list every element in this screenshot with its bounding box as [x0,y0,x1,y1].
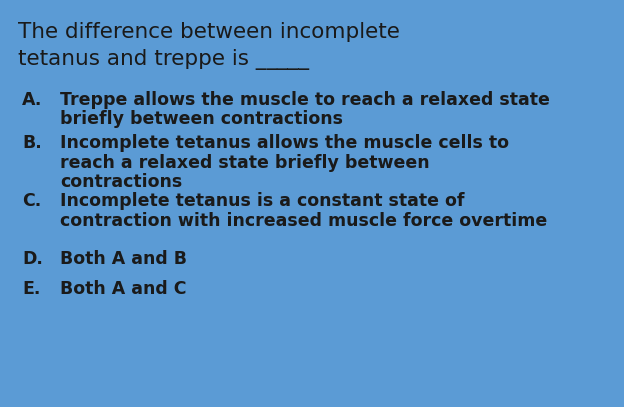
Text: Both A and C: Both A and C [60,280,187,298]
Text: D.: D. [22,250,43,268]
Text: E.: E. [22,280,41,298]
Text: Both A and B: Both A and B [60,250,187,268]
Text: B.: B. [22,134,42,152]
Text: Treppe allows the muscle to reach a relaxed state: Treppe allows the muscle to reach a rela… [60,91,550,109]
Text: contractions: contractions [60,173,182,191]
Text: reach a relaxed state briefly between: reach a relaxed state briefly between [60,153,430,171]
Text: Incomplete tetanus is a constant state of: Incomplete tetanus is a constant state o… [60,192,464,210]
Text: The difference between incomplete: The difference between incomplete [18,22,400,42]
Text: C.: C. [22,192,41,210]
Text: contraction with increased muscle force overtime: contraction with increased muscle force … [60,212,547,230]
Text: tetanus and treppe is _____: tetanus and treppe is _____ [18,49,309,70]
Text: briefly between contractions: briefly between contractions [60,110,343,129]
Text: Incomplete tetanus allows the muscle cells to: Incomplete tetanus allows the muscle cel… [60,134,509,152]
Text: A.: A. [22,91,42,109]
